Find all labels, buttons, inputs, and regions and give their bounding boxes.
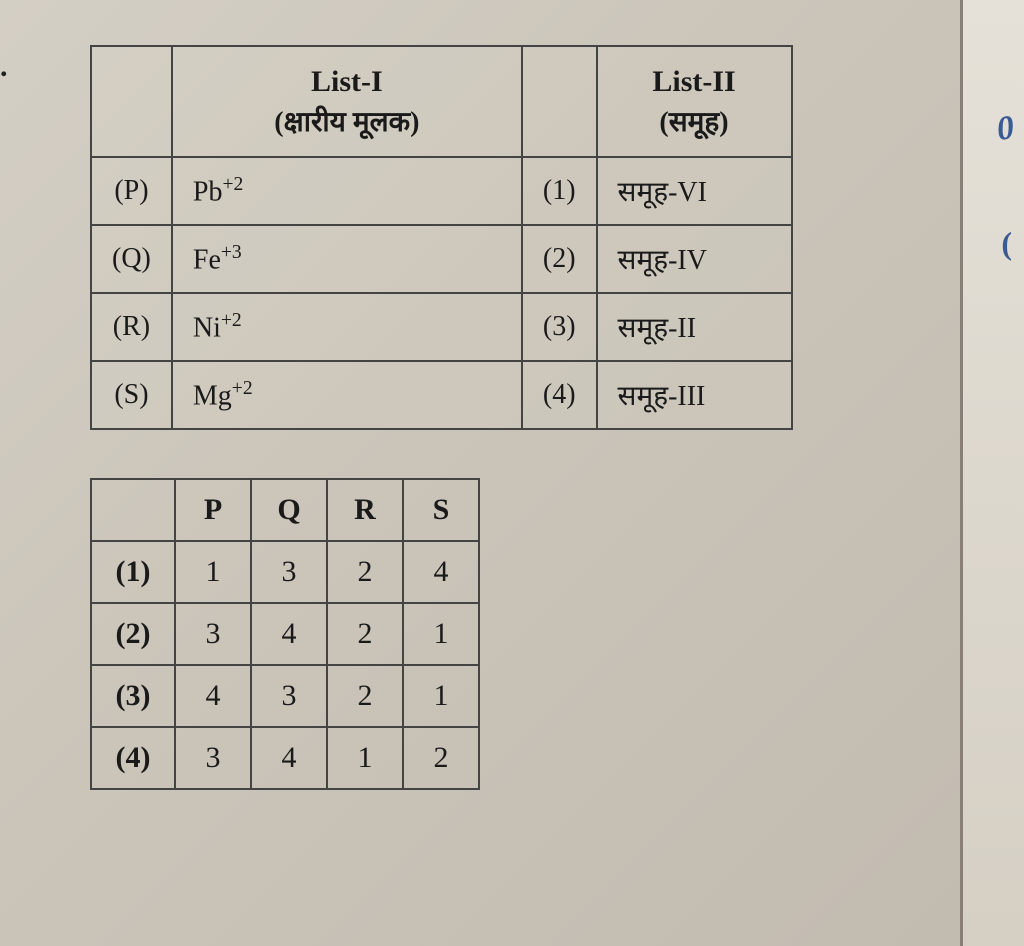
ion-base: Pb <box>193 176 223 207</box>
option-label: (4) <box>91 727 175 789</box>
answer-head-s: S <box>403 479 479 541</box>
answer-table: P Q R S (1) 1 3 2 4 (2) 3 4 2 1 (3) 4 3 … <box>90 478 480 790</box>
list2-title: List-II <box>618 61 771 103</box>
ion-base: Mg <box>193 380 232 411</box>
row-plabel: (Q) <box>91 225 172 293</box>
list1-subtitle: (क्षारीय मूलक) <box>193 103 501 142</box>
row-l2: समूह-II <box>597 293 792 361</box>
row-plabel: (R) <box>91 293 172 361</box>
row-l1: Ni+2 <box>172 293 522 361</box>
row-plabel: (S) <box>91 361 172 429</box>
option-label: (1) <box>91 541 175 603</box>
answer-row: (1) 1 3 2 4 <box>91 541 479 603</box>
row-l2: समूह-III <box>597 361 792 429</box>
answer-row: (4) 3 4 1 2 <box>91 727 479 789</box>
row-plabel: (P) <box>91 157 172 225</box>
list1-title: List-I <box>193 61 501 103</box>
handwriting-mark-1: 0 <box>994 109 1016 149</box>
option-label: (2) <box>91 603 175 665</box>
ion-base: Ni <box>193 312 221 343</box>
header-empty-1 <box>91 46 172 157</box>
answer-row: (3) 4 3 2 1 <box>91 665 479 727</box>
answer-empty-head <box>91 479 175 541</box>
answer-cell: 1 <box>327 727 403 789</box>
answer-cell: 1 <box>403 603 479 665</box>
answer-cell: 3 <box>175 727 251 789</box>
answer-cell: 3 <box>251 665 327 727</box>
answer-cell: 4 <box>251 603 327 665</box>
answer-cell: 1 <box>403 665 479 727</box>
header-empty-2 <box>522 46 597 157</box>
answer-cell: 4 <box>251 727 327 789</box>
answer-cell: 3 <box>251 541 327 603</box>
match-table: List-I (क्षारीय मूलक) List-II (समूह) (P)… <box>90 45 793 430</box>
answer-cell: 3 <box>175 603 251 665</box>
table-row: (S) Mg+2 (4) समूह-III <box>91 361 792 429</box>
table-row: (P) Pb+2 (1) समूह-VI <box>91 157 792 225</box>
ion-sup: +3 <box>221 242 242 263</box>
row-l1: Fe+3 <box>172 225 522 293</box>
row-l1: Pb+2 <box>172 157 522 225</box>
row-l1: Mg+2 <box>172 361 522 429</box>
answer-row: (2) 3 4 2 1 <box>91 603 479 665</box>
ion-sup: +2 <box>221 310 242 331</box>
answer-header-row: P Q R S <box>91 479 479 541</box>
row-l2: समूह-VI <box>597 157 792 225</box>
ion-sup: +2 <box>222 174 243 195</box>
handwriting-mark-2: ( <box>1001 225 1012 262</box>
list1-header: List-I (क्षारीय मूलक) <box>172 46 522 157</box>
row-num: (2) <box>522 225 597 293</box>
table-row: (R) Ni+2 (3) समूह-II <box>91 293 792 361</box>
list2-header: List-II (समूह) <box>597 46 792 157</box>
answer-head-r: R <box>327 479 403 541</box>
answer-head-q: Q <box>251 479 327 541</box>
row-num: (4) <box>522 361 597 429</box>
list2-subtitle: (समूह) <box>618 103 771 142</box>
answer-cell: 4 <box>403 541 479 603</box>
table-row: (Q) Fe+3 (2) समूह-IV <box>91 225 792 293</box>
ion-base: Fe <box>193 244 221 275</box>
answer-cell: 2 <box>327 665 403 727</box>
right-page-edge: 0 ( <box>960 0 1024 946</box>
answer-cell: 2 <box>327 541 403 603</box>
row-num: (3) <box>522 293 597 361</box>
answer-cell: 2 <box>403 727 479 789</box>
answer-head-p: P <box>175 479 251 541</box>
page-surface: . List-I (क्षारीय मूलक) List-II (समूह) (… <box>0 0 960 946</box>
option-label: (3) <box>91 665 175 727</box>
row-l2: समूह-IV <box>597 225 792 293</box>
answer-cell: 1 <box>175 541 251 603</box>
ion-sup: +2 <box>232 378 253 399</box>
answer-cell: 4 <box>175 665 251 727</box>
question-number: . <box>0 50 8 84</box>
answer-cell: 2 <box>327 603 403 665</box>
row-num: (1) <box>522 157 597 225</box>
